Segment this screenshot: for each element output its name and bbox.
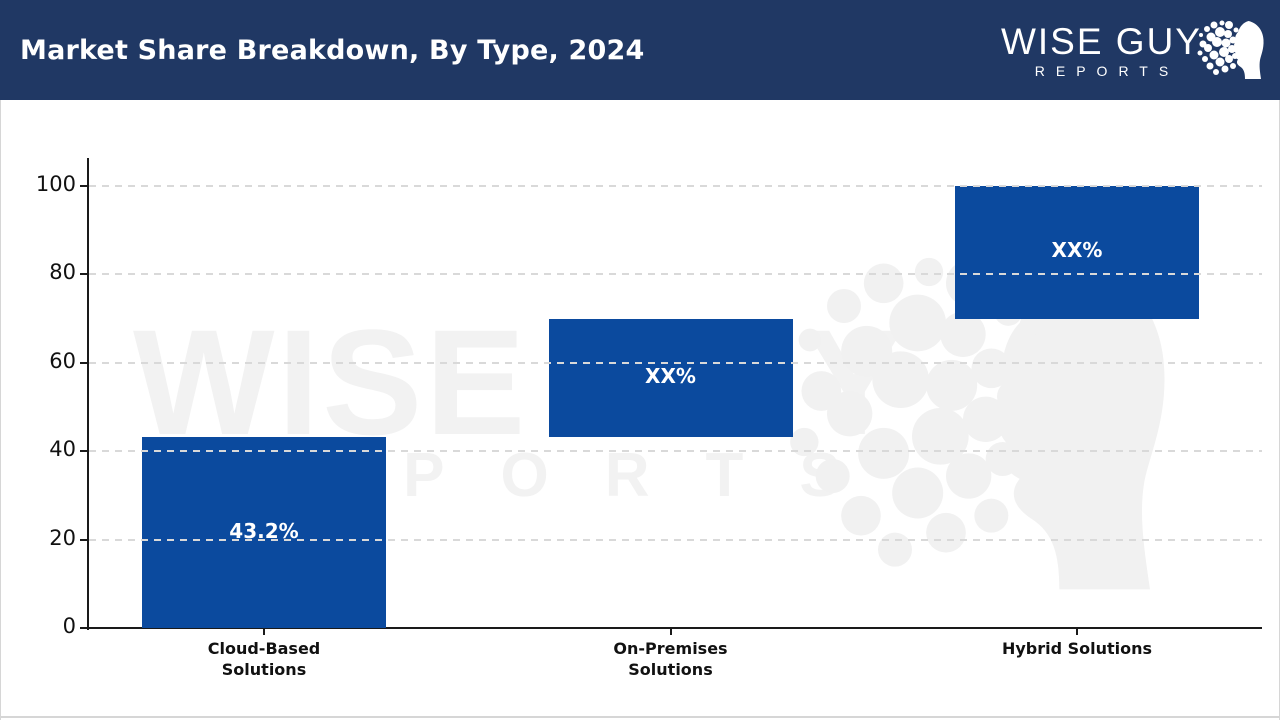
brand-name: WISE GUY (1000, 20, 1202, 62)
header-bar: Market Share Breakdown, By Type, 2024 WI… (0, 0, 1280, 100)
y-tick-label: 20 (49, 525, 76, 550)
y-tick-label: 40 (49, 437, 76, 462)
y-tick-mark (80, 627, 87, 629)
grid-line (89, 273, 1262, 276)
brand-logo-text: WISE GUY REPORTS (1000, 20, 1202, 79)
frame-line-bottom (0, 716, 1280, 718)
bar-label: XX% (1051, 238, 1103, 263)
bar (142, 437, 386, 628)
y-tick-mark (80, 450, 87, 453)
y-axis-line (87, 158, 89, 630)
x-tick-mark (263, 629, 265, 635)
y-tick-mark (80, 538, 87, 541)
watermark-head-profile-dots-icon (765, 255, 1195, 599)
y-tick-label: 0 (62, 614, 76, 638)
brand-subname: REPORTS (1034, 62, 1180, 79)
x-tick-mark (669, 629, 672, 635)
bar (955, 186, 1199, 319)
grid-line (89, 185, 1262, 187)
x-category-label: Cloud-Based Solutions (207, 639, 321, 679)
bar (548, 318, 793, 438)
frame-line-left (0, 100, 1, 720)
brand-logo: WISE GUY REPORTS (1001, 6, 1266, 94)
y-tick-label: 80 (49, 260, 76, 285)
head-profile-dots-icon (1196, 8, 1266, 92)
y-tick-mark (80, 361, 87, 364)
y-tick-mark (80, 185, 87, 187)
grid-line (89, 450, 1262, 453)
x-tick-mark (1076, 629, 1078, 635)
grid-line (89, 361, 1262, 364)
y-tick-label: 60 (49, 348, 76, 373)
x-category-label: On-Premises Solutions (613, 639, 728, 679)
bar-label: 43.2% (229, 518, 299, 543)
grid-line (89, 538, 1262, 541)
x-axis-line (87, 627, 1262, 629)
y-tick-label: 100 (35, 172, 76, 196)
bar-label: XX% (645, 363, 696, 388)
x-category-label: Hybrid Solutions (1001, 639, 1153, 658)
y-tick-mark (80, 273, 87, 276)
page-title: Market Share Breakdown, By Type, 2024 (20, 34, 645, 66)
